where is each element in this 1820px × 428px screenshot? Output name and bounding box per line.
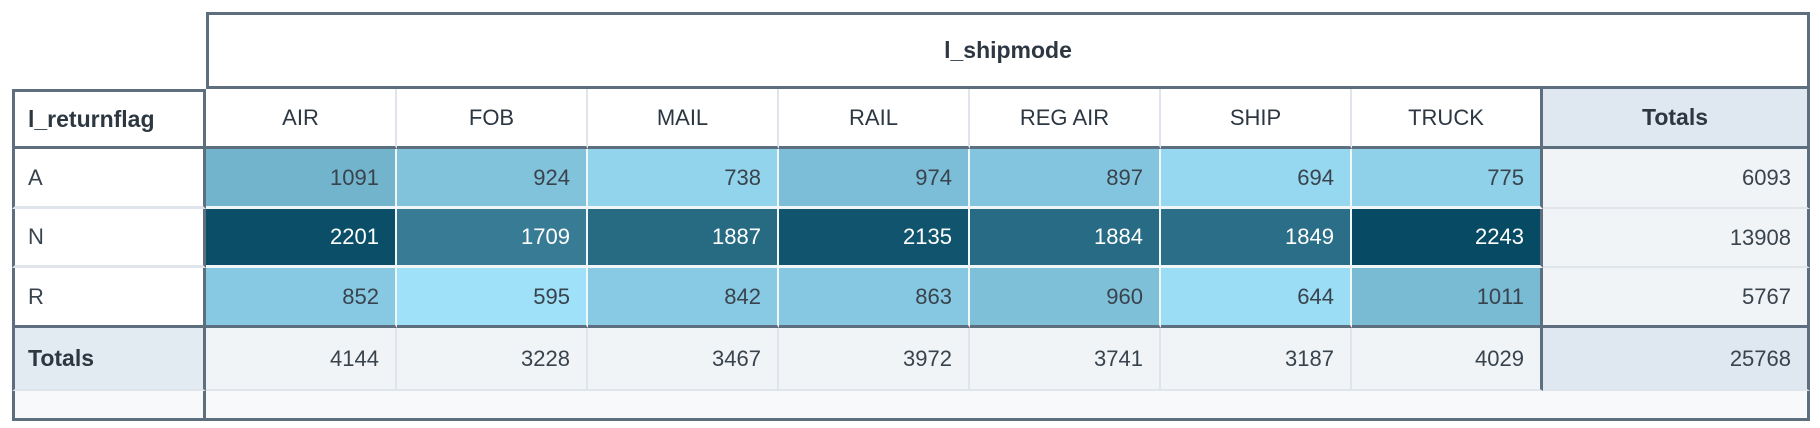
row-header-a[interactable]: A [12, 149, 206, 209]
row-dimension-header: l_returnflag [12, 89, 206, 149]
pivot-table: l_shipmode l_returnflag AIR FOB MAIL RAIL REG … [12, 12, 1810, 421]
heat-cell-a-reg-air[interactable]: 897 [970, 149, 1161, 209]
heat-cell-n-ship[interactable]: 1849 [1161, 209, 1352, 268]
row-total-cell-r: 5767 [1543, 268, 1810, 328]
heat-cell-r-mail[interactable]: 842 [588, 268, 779, 328]
heat-cell-n-truck[interactable]: 2243 [1352, 209, 1543, 268]
column-header-mail[interactable]: MAIL [588, 89, 779, 149]
heat-cell-a-ship[interactable]: 694 [1161, 149, 1352, 209]
column-header-rail[interactable]: RAIL [779, 89, 970, 149]
column-header-air[interactable]: AIR [206, 89, 397, 149]
column-header-fob[interactable]: FOB [397, 89, 588, 149]
column-total-cell-truck: 4029 [1352, 328, 1543, 391]
column-header-ship[interactable]: SHIP [1161, 89, 1352, 149]
footer-spacer-left [12, 391, 206, 421]
heat-cell-a-rail[interactable]: 974 [779, 149, 970, 209]
heat-cell-n-rail[interactable]: 2135 [779, 209, 970, 268]
row-total-cell-n: 13908 [1543, 209, 1810, 268]
column-total-cell-mail: 3467 [588, 328, 779, 391]
column-total-cell-rail: 3972 [779, 328, 970, 391]
heat-cell-a-air[interactable]: 1091 [206, 149, 397, 209]
heat-cell-r-reg-air[interactable]: 960 [970, 268, 1161, 328]
heat-cell-n-mail[interactable]: 1887 [588, 209, 779, 268]
corner-spacer [12, 12, 206, 89]
grand-total-cell: 25768 [1543, 328, 1810, 391]
heat-cell-a-truck[interactable]: 775 [1352, 149, 1543, 209]
heat-cell-a-mail[interactable]: 738 [588, 149, 779, 209]
heat-cell-r-truck[interactable]: 1011 [1352, 268, 1543, 328]
heat-cell-r-ship[interactable]: 644 [1161, 268, 1352, 328]
column-total-cell-reg-air: 3741 [970, 328, 1161, 391]
row-header-n[interactable]: N [12, 209, 206, 268]
column-dimension-header: l_shipmode [206, 12, 1810, 89]
totals-column-header: Totals [1543, 89, 1810, 149]
heat-cell-n-reg-air[interactable]: 1884 [970, 209, 1161, 268]
footer-spacer-right [206, 391, 1810, 421]
column-total-cell-fob: 3228 [397, 328, 588, 391]
heat-cell-n-air[interactable]: 2201 [206, 209, 397, 268]
heat-cell-r-air[interactable]: 852 [206, 268, 397, 328]
column-header-reg-air[interactable]: REG AIR [970, 89, 1161, 149]
row-total-cell-a: 6093 [1543, 149, 1810, 209]
heat-cell-a-fob[interactable]: 924 [397, 149, 588, 209]
row-header-r[interactable]: R [12, 268, 206, 328]
heat-cell-r-fob[interactable]: 595 [397, 268, 588, 328]
column-header-truck[interactable]: TRUCK [1352, 89, 1543, 149]
column-total-cell-ship: 3187 [1161, 328, 1352, 391]
column-total-cell-air: 4144 [206, 328, 397, 391]
heat-cell-n-fob[interactable]: 1709 [397, 209, 588, 268]
heat-cell-r-rail[interactable]: 863 [779, 268, 970, 328]
totals-row-header: Totals [12, 328, 206, 391]
